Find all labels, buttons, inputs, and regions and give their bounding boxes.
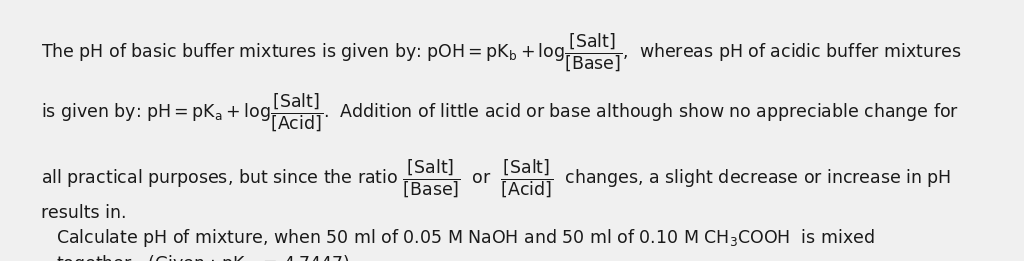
Text: The pH of basic buffer mixtures is given by: $\mathrm{pOH = pK_b + log\dfrac{[Sa: The pH of basic buffer mixtures is given…	[41, 31, 962, 73]
Text: is given by: $\mathrm{pH = pK_a + log\dfrac{[Salt]}{[Acid]}}$.  Addition of litt: is given by: $\mathrm{pH = pK_a + log\df…	[41, 91, 958, 133]
Text: together.  (Given : $\mathrm{pK_a}$  = 4.7447): together. (Given : $\mathrm{pK_a}$ = 4.7…	[56, 253, 350, 261]
Text: Calculate pH of mixture, when 50 ml of 0.05 M NaOH and 50 ml of 0.10 M $\mathrm{: Calculate pH of mixture, when 50 ml of 0…	[56, 227, 874, 249]
Text: all practical purposes, but since the ratio $\mathrm{\dfrac{[Salt]}{[Base]}}$  o: all practical purposes, but since the ra…	[41, 157, 951, 199]
Text: results in.: results in.	[41, 204, 126, 222]
